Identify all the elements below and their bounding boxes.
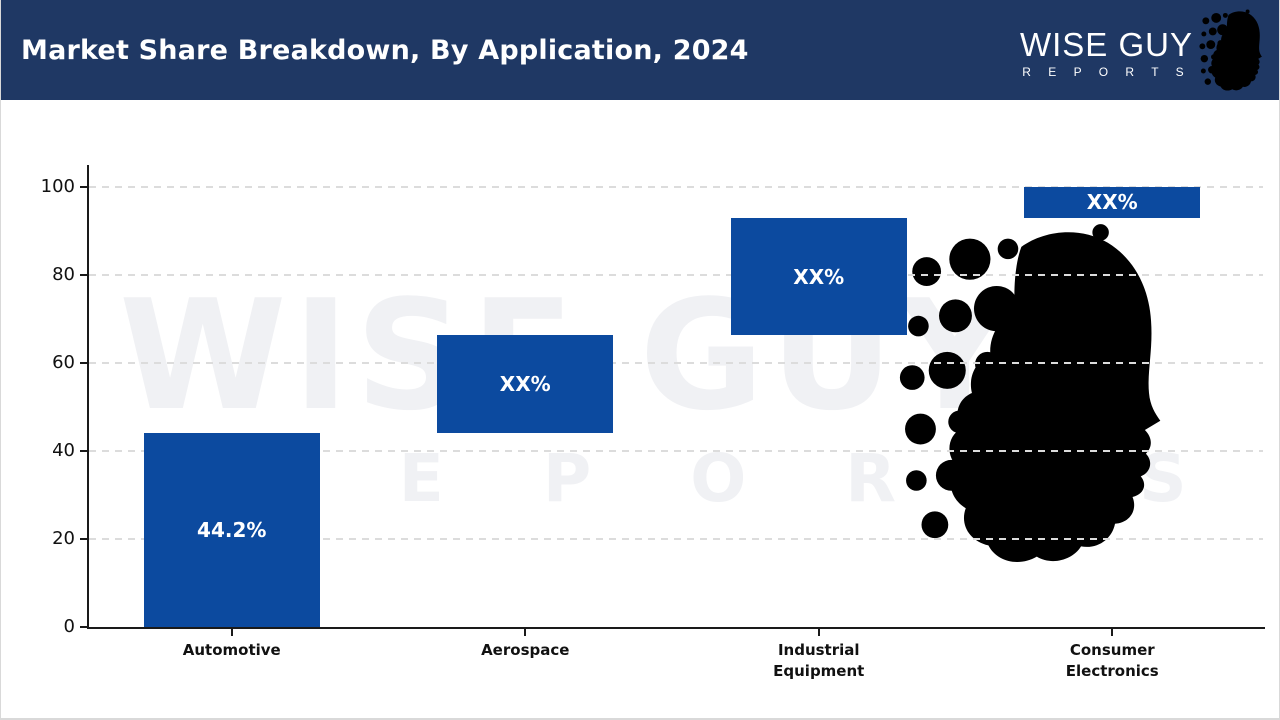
bar-consumer-electronics: XX%	[1024, 187, 1201, 218]
page-title: Market Share Breakdown, By Application, …	[21, 34, 749, 66]
plot-area: 44.2% XX% XX% XX%	[89, 165, 1263, 627]
bar-value-label: XX%	[1086, 190, 1138, 215]
category-label-industrial-equipment: Industrial Equipment	[773, 641, 865, 680]
logo-name: WISE GUY	[1019, 26, 1193, 63]
xtick-mark-aerospace	[524, 629, 527, 636]
bar-value-label: 44.2%	[197, 517, 267, 542]
header: Market Share Breakdown, By Application, …	[1, 0, 1279, 100]
ytick-mark-80	[80, 274, 87, 276]
logo-subtitle: R E P O R T S	[1022, 65, 1191, 79]
y-axis-line	[87, 165, 89, 629]
wise-guy-logo: WISE GUY R E P O R T S	[1020, 0, 1273, 100]
logo-text: WISE GUY R E P O R T S	[1020, 28, 1193, 78]
gridline-40	[89, 450, 1263, 452]
ytick-label-60: 60	[52, 352, 75, 373]
ytick-label-40: 40	[52, 440, 75, 461]
bar-aerospace: XX%	[437, 335, 614, 433]
ytick-mark-100	[80, 186, 87, 188]
ytick-label-80: 80	[52, 264, 75, 285]
gridline-60	[89, 362, 1263, 364]
ytick-label-0: 0	[63, 616, 75, 637]
x-axis-line	[87, 627, 1265, 629]
category-label-aerospace: Aerospace	[481, 641, 570, 659]
category-label-automotive: Automotive	[182, 641, 281, 659]
ytick-mark-0	[80, 626, 87, 628]
bar-value-label: XX%	[793, 264, 845, 289]
logo-face-icon	[1199, 9, 1262, 91]
ytick-mark-60	[80, 362, 87, 364]
xtick-mark-industrial-equipment	[817, 629, 820, 636]
gridline-100	[89, 186, 1263, 188]
ytick-label-20: 20	[52, 528, 75, 549]
bar-industrial-equipment: XX%	[730, 217, 907, 336]
gridline-80	[89, 274, 1263, 276]
ytick-mark-40	[80, 450, 87, 452]
ytick-mark-20	[80, 538, 87, 540]
category-label-consumer-electronics: Consumer Electronics	[1065, 641, 1159, 680]
ytick-label-100: 100	[40, 176, 75, 197]
bar-value-label: XX%	[499, 371, 551, 396]
xtick-mark-consumer-electronics	[1111, 629, 1114, 636]
xtick-mark-automotive	[230, 629, 233, 636]
bar-automotive: 44.2%	[143, 432, 320, 627]
gridline-20	[89, 538, 1263, 540]
